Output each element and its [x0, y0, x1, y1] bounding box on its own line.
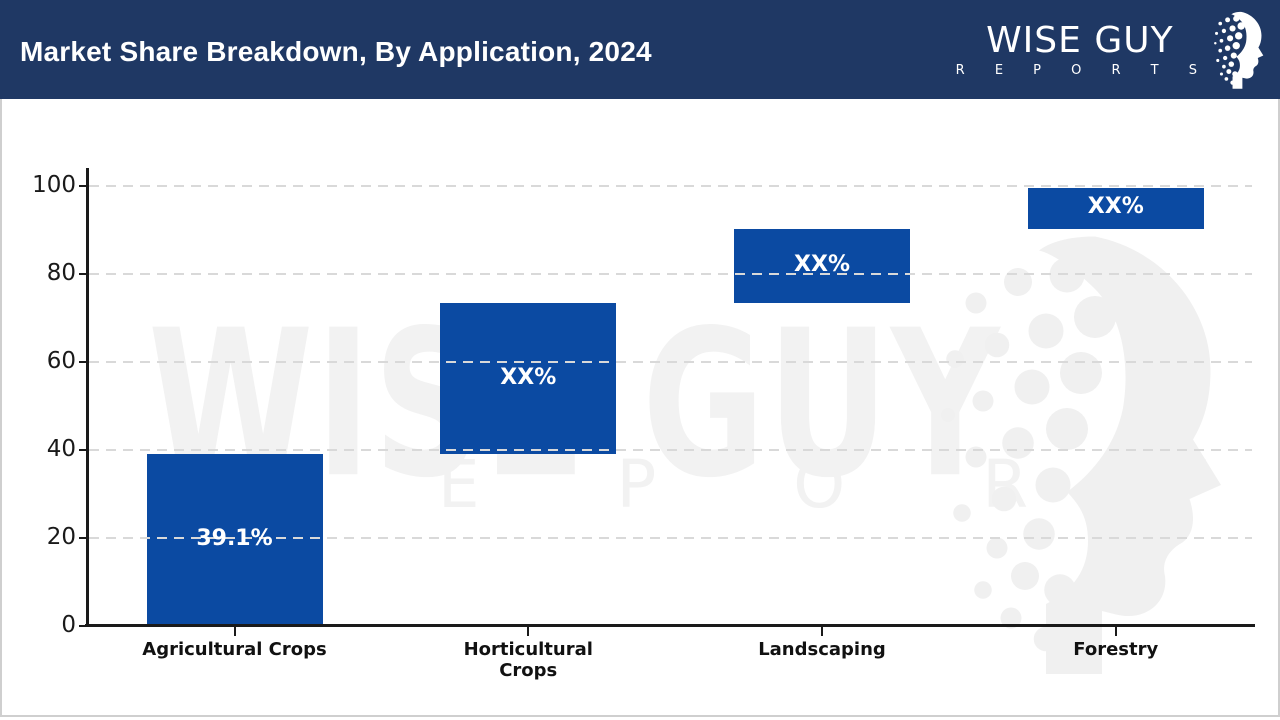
gridline-y-20 [89, 537, 1252, 539]
y-tick-100 [79, 185, 88, 187]
y-tick-0 [79, 625, 88, 627]
y-axis-spine [86, 168, 89, 626]
y-tick-label-0: 0 [61, 612, 76, 638]
logo-brand-text: WISE GUY R E P O R T S [950, 20, 1210, 79]
x-tick-label-0: Agricultural Crops [142, 639, 327, 660]
logo-reports-text: R E P O R T S [955, 63, 1210, 78]
watermark-face-icon [885, 226, 1235, 681]
y-tick-label-40: 40 [46, 436, 76, 462]
x-tick-label-2: Landscaping [758, 639, 886, 660]
x-tick-1 [527, 627, 530, 636]
bar-agricultural-crops [146, 453, 323, 626]
bar-forestry [1027, 188, 1204, 229]
bar-label-horticultural-crops: XX% [500, 364, 557, 390]
bar-label-agricultural-crops: 39.1% [196, 525, 273, 551]
y-tick-label-60: 60 [46, 348, 76, 374]
bar-label-landscaping: XX% [794, 252, 850, 278]
gridline-y-60 [89, 361, 1252, 363]
gridline-y-80 [89, 273, 1252, 275]
x-tick-label-3: Forestry [1073, 639, 1159, 660]
page-title: Market Share Breakdown, By Application, … [20, 36, 652, 67]
bar-landscaping [734, 228, 910, 304]
x-tick-2 [821, 627, 823, 636]
y-tick-60 [79, 361, 88, 363]
x-tick-3 [1114, 627, 1117, 636]
gridline-y-100 [89, 185, 1252, 187]
y-tick-80 [79, 273, 88, 275]
y-tick-label-20: 20 [46, 524, 76, 550]
header: Market Share Breakdown, By Application, … [0, 0, 1280, 99]
y-tick-label-100: 100 [32, 172, 76, 198]
y-tick-20 [79, 537, 88, 539]
y-tick-label-80: 80 [46, 260, 76, 286]
wiseguy-logo: WISE GUY R E P O R T S [950, 6, 1266, 94]
y-tick-40 [79, 449, 88, 451]
x-axis-spine [85, 624, 1255, 627]
bar-label-forestry: XX% [1087, 194, 1144, 220]
bar-horticultural-crops [440, 303, 617, 454]
x-tick-label-1: Horticultural Crops [463, 639, 593, 681]
logo-wordmark: WISE GUY [986, 20, 1174, 61]
wiseguy-face-icon [1204, 10, 1266, 90]
gridline-y-40 [89, 449, 1252, 451]
x-tick-0 [233, 627, 236, 636]
